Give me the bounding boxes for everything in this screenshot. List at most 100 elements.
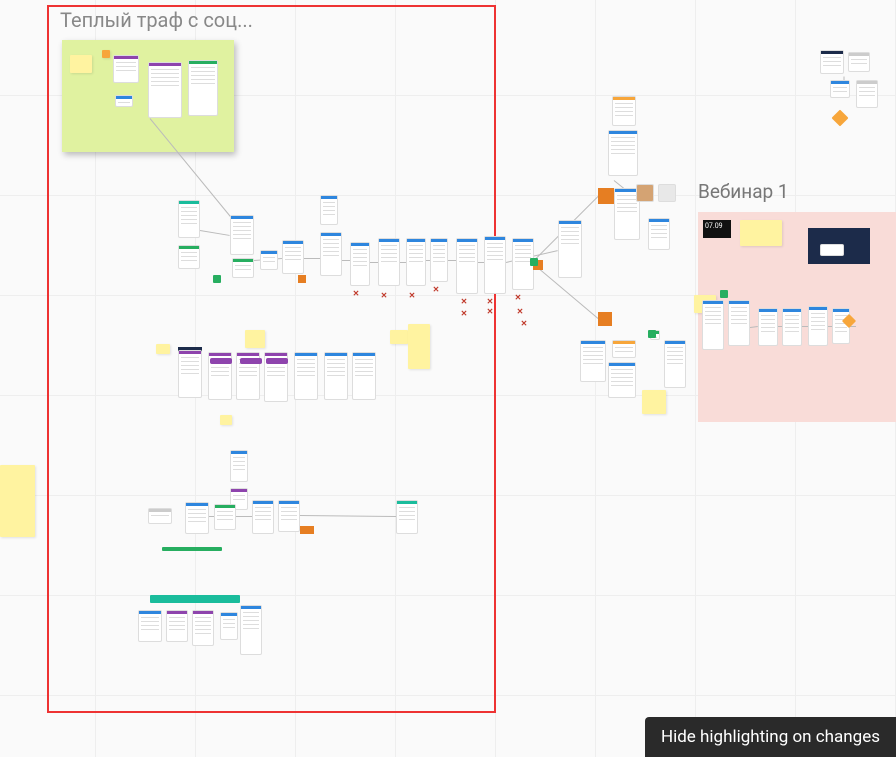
sticky-note[interactable] [245, 330, 265, 348]
node-card[interactable] [252, 500, 274, 534]
node-card[interactable] [758, 308, 778, 346]
node-card[interactable] [185, 502, 209, 534]
text-line [211, 371, 229, 372]
sticky-note[interactable] [220, 415, 232, 425]
node-card[interactable] [350, 242, 370, 286]
text-line [611, 145, 635, 146]
node-card[interactable] [148, 62, 182, 118]
text-line [583, 359, 603, 360]
diamond-node[interactable] [298, 275, 306, 283]
card-header [279, 501, 299, 504]
text-line [181, 373, 199, 374]
node-card[interactable] [612, 96, 636, 126]
text-line [459, 257, 475, 258]
avatar-thumb[interactable] [636, 184, 654, 202]
node-card[interactable] [848, 52, 870, 72]
node-card[interactable] [320, 195, 338, 225]
node-card[interactable] [230, 215, 254, 255]
text-line [141, 621, 159, 622]
node-card[interactable] [378, 238, 400, 286]
sticky-note[interactable] [740, 220, 782, 246]
node-card[interactable] [278, 500, 300, 532]
sticky-note[interactable] [0, 465, 35, 537]
card-header [613, 97, 635, 100]
node-card[interactable] [484, 236, 506, 294]
node-card[interactable] [406, 238, 426, 286]
node-card[interactable] [113, 55, 139, 83]
node-card[interactable] [808, 306, 828, 346]
node-card[interactable] [240, 605, 262, 655]
sticky-note[interactable] [70, 55, 92, 73]
text-line [667, 359, 683, 360]
node-card[interactable] [166, 610, 188, 642]
text-line [833, 87, 847, 88]
node-card[interactable] [396, 500, 418, 534]
node-card[interactable] [232, 258, 254, 278]
text-line [297, 371, 315, 372]
node-card[interactable] [580, 340, 606, 382]
node-card[interactable] [648, 218, 670, 250]
error-x-icon: ✕ [460, 298, 468, 306]
diamond-node[interactable] [300, 526, 314, 534]
node-card[interactable] [192, 610, 214, 646]
node-card[interactable] [230, 450, 248, 482]
frame-title-webinar[interactable]: Вебинар 1 [698, 180, 789, 203]
node-card[interactable] [608, 362, 636, 398]
canvas[interactable]: Теплый траф с соц... ✕✕✕✕✕✕✕✕✕✕✕ Вебинар… [0, 0, 896, 757]
node-card[interactable] [612, 340, 636, 358]
node-card[interactable] [282, 240, 304, 274]
purple-tag [266, 358, 288, 364]
card-header [179, 351, 201, 354]
video-thumb[interactable]: 07.09 [703, 220, 731, 238]
sticky-note[interactable] [156, 344, 170, 354]
sticky-note[interactable] [408, 324, 430, 369]
sticky-note[interactable] [102, 50, 110, 58]
node-card[interactable] [148, 508, 172, 524]
text-line [118, 102, 130, 103]
node-card[interactable] [456, 238, 478, 294]
sticky-note[interactable] [390, 330, 408, 344]
diamond-node[interactable] [598, 188, 614, 204]
node-card[interactable] [294, 352, 318, 400]
node-card[interactable] [558, 220, 582, 278]
node-card[interactable] [214, 504, 236, 530]
text-line [243, 620, 259, 621]
text-line [141, 629, 159, 630]
text-line [191, 71, 215, 72]
node-card[interactable] [220, 612, 238, 640]
frame-title-main[interactable]: Теплый траф с соц... [60, 8, 253, 32]
node-card[interactable] [260, 250, 278, 270]
node-card[interactable] [320, 232, 342, 276]
node-card[interactable] [820, 50, 844, 74]
node-card[interactable] [664, 340, 686, 388]
node-card[interactable] [782, 308, 802, 346]
text-line [195, 633, 211, 634]
purple-tag [210, 358, 232, 364]
node-card[interactable] [138, 610, 162, 642]
node-card[interactable] [728, 300, 750, 346]
node-card[interactable] [856, 80, 878, 108]
diamond-icon [832, 110, 849, 127]
node-card[interactable] [324, 352, 348, 400]
node-card[interactable] [608, 130, 638, 176]
text-line [811, 325, 825, 326]
purple-tag [240, 358, 262, 364]
node-card[interactable] [178, 245, 200, 269]
node-card[interactable] [830, 80, 850, 98]
node-card[interactable] [178, 350, 202, 398]
hide-highlighting-button[interactable]: Hide highlighting on changes [645, 717, 896, 757]
node-card[interactable] [352, 352, 376, 400]
section-header[interactable] [150, 595, 240, 603]
text-line [191, 67, 215, 68]
text-line [181, 365, 199, 366]
diamond-node[interactable] [598, 312, 612, 326]
node-card[interactable] [188, 60, 218, 116]
text-line [217, 515, 233, 516]
sticky-note[interactable] [642, 390, 666, 414]
node-card[interactable] [178, 200, 200, 238]
node-card[interactable] [430, 238, 448, 282]
avatar-thumb[interactable] [658, 184, 676, 202]
card-header [193, 611, 213, 614]
node-card[interactable] [115, 95, 133, 107]
node-card[interactable] [702, 300, 724, 350]
